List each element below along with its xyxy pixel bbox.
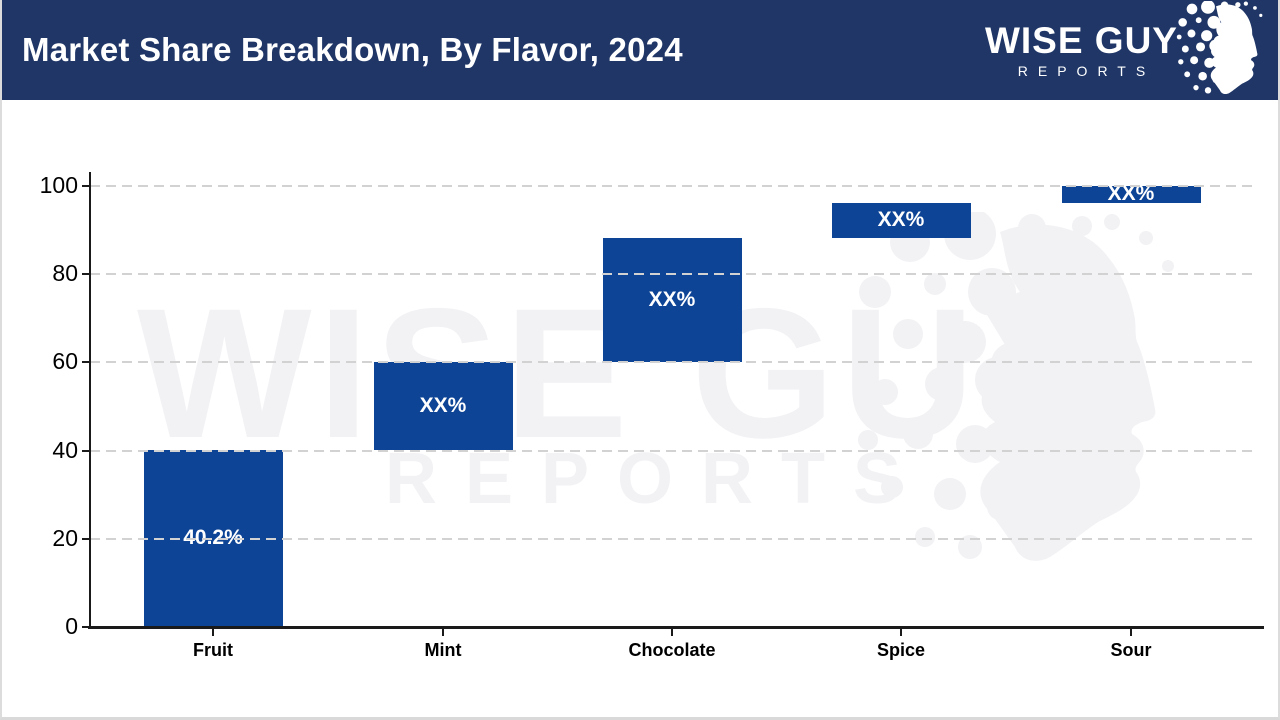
y-tick-mark bbox=[82, 273, 89, 276]
y-tick-label: 0 bbox=[65, 613, 78, 639]
bar-value-label: XX% bbox=[877, 208, 925, 232]
y-tick-label: 60 bbox=[52, 348, 78, 375]
bar-value-label: XX% bbox=[648, 287, 696, 311]
gridline-20 bbox=[90, 537, 1255, 540]
wiseguy-logo: WISE GUY REPORTS bbox=[985, 1, 1268, 97]
y-tick-label: 100 bbox=[39, 172, 78, 198]
y-tick-mark bbox=[82, 449, 89, 452]
bar-mint: XX% bbox=[373, 361, 513, 450]
x-tick-mark bbox=[900, 629, 902, 636]
y-tick-mark bbox=[82, 537, 89, 540]
header: Market Share Breakdown, By Flavor, 2024 … bbox=[2, 0, 1278, 100]
y-axis-line bbox=[89, 172, 91, 628]
logo-wordmark: WISE GUY bbox=[984, 20, 1178, 61]
y-tick-label: 20 bbox=[52, 524, 78, 551]
x-tick-mark bbox=[1130, 629, 1132, 636]
bar-value-label: XX% bbox=[419, 393, 467, 417]
watermark-text-reports: REPORTS bbox=[385, 439, 930, 519]
bar-spice: XX% bbox=[831, 202, 971, 239]
gridline-40 bbox=[90, 449, 1255, 452]
y-tick-label: 80 bbox=[52, 260, 78, 287]
wiseguy-logo-text: WISE GUY REPORTS bbox=[985, 22, 1178, 78]
gridline-60 bbox=[90, 361, 1255, 364]
watermark-face-icon bbox=[853, 212, 1174, 561]
y-tick-mark bbox=[82, 185, 89, 187]
chart-area: WISE GUY REPORTS 40.2% XX% XX% XX% XX% 0 20 40… bbox=[2, 100, 1278, 717]
x-tick-mark bbox=[212, 629, 214, 636]
y-tick-label: 40 bbox=[52, 436, 78, 463]
x-tick-mark bbox=[442, 629, 444, 636]
x-tick-label-sour: Sour bbox=[1110, 640, 1152, 660]
y-tick-mark bbox=[82, 361, 89, 364]
page-title: Market Share Breakdown, By Flavor, 2024 bbox=[22, 31, 683, 68]
logo-subtitle: REPORTS bbox=[1017, 63, 1156, 79]
wiseguy-face-icon bbox=[1176, 1, 1263, 95]
x-tick-mark bbox=[671, 629, 673, 636]
gridline-100 bbox=[90, 185, 1255, 187]
gridline-80 bbox=[90, 273, 1255, 276]
bar-sour: XX% bbox=[1061, 182, 1201, 205]
y-tick-mark bbox=[82, 626, 89, 628]
x-tick-label-mint: Mint bbox=[424, 640, 462, 660]
x-tick-label-fruit: Fruit bbox=[193, 640, 233, 660]
x-tick-label-spice: Spice bbox=[876, 640, 926, 660]
x-tick-label-chocolate: Chocolate bbox=[628, 640, 716, 660]
bar-value-label: XX% bbox=[1107, 182, 1155, 206]
bar-chocolate: XX% bbox=[602, 238, 742, 362]
x-axis-line bbox=[88, 626, 1264, 629]
